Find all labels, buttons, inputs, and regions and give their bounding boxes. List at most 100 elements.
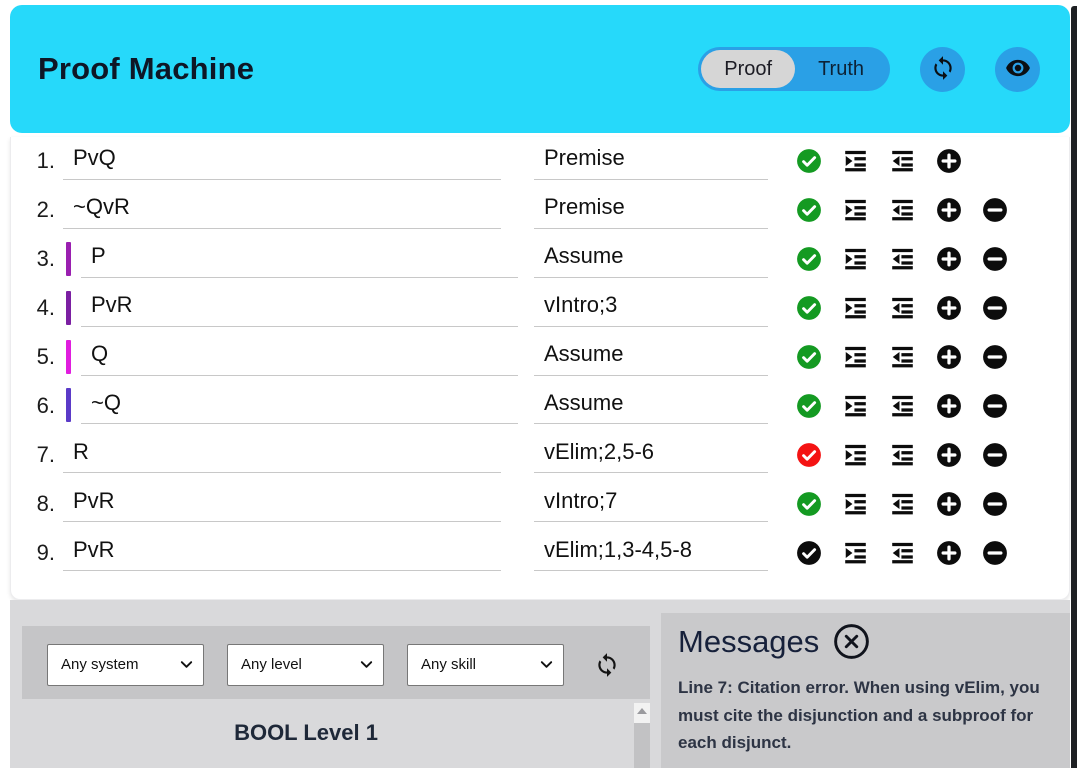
proof-truth-toggle[interactable]: Proof Truth <box>698 47 890 91</box>
formula-input[interactable] <box>81 338 518 376</box>
line-number: 4. <box>36 295 55 321</box>
line-number: 3. <box>36 246 55 272</box>
formula-input[interactable] <box>63 485 501 523</box>
proof-lines: 1. 2. 3. 4. <box>11 137 1069 577</box>
refresh-icon <box>930 55 956 84</box>
justification-input[interactable] <box>534 436 768 474</box>
formula-field <box>63 142 518 180</box>
formula-input[interactable] <box>63 436 501 474</box>
remove-line-button[interactable] <box>982 295 1008 321</box>
subproof-bar <box>66 241 71 276</box>
scrollbar-thumb[interactable] <box>634 723 650 768</box>
remove-line-button[interactable] <box>982 491 1008 517</box>
level-heading: BOOL Level 1 <box>234 720 378 745</box>
toggle-option-truth[interactable]: Truth <box>818 58 864 80</box>
formula-field <box>63 485 518 523</box>
outdent-button[interactable] <box>889 442 916 468</box>
outdent-button[interactable] <box>889 393 916 419</box>
messages-header: Messages <box>678 623 1048 660</box>
outdent-button[interactable] <box>889 295 916 321</box>
indent-button[interactable] <box>842 344 869 370</box>
remove-line-button[interactable] <box>982 344 1008 370</box>
add-line-button[interactable] <box>936 344 962 370</box>
messages-panel: Messages Line 7: Citation error. When us… <box>661 613 1070 768</box>
subproof-bar <box>66 290 71 325</box>
proof-line: 3. <box>11 235 1069 284</box>
line-number: 7. <box>36 441 55 467</box>
line-number: 6. <box>36 392 55 418</box>
formula-input[interactable] <box>63 534 501 572</box>
subproof-bar <box>66 339 71 374</box>
formula-input[interactable] <box>81 240 518 278</box>
formula-input[interactable] <box>81 289 518 327</box>
outdent-button[interactable] <box>889 197 916 223</box>
indent-button[interactable] <box>842 246 869 272</box>
formula-input[interactable] <box>63 142 501 180</box>
add-line-button[interactable] <box>936 295 962 321</box>
eye-icon <box>1005 55 1031 84</box>
remove-line-button[interactable] <box>982 197 1008 223</box>
justification-input[interactable] <box>534 534 768 572</box>
show-solution-button[interactable] <box>995 46 1040 92</box>
toggle-option-proof[interactable]: Proof <box>701 50 796 88</box>
formula-field <box>63 534 518 572</box>
levels-scrollbar[interactable] <box>634 703 650 768</box>
justification-input[interactable] <box>534 191 768 229</box>
status-check-icon <box>796 148 822 174</box>
indent-button[interactable] <box>842 295 869 321</box>
outdent-button[interactable] <box>889 491 916 517</box>
scroll-up-button[interactable] <box>634 703 650 719</box>
header-controls: Proof Truth <box>698 46 1040 92</box>
proof-panel: 1. 2. 3. 4. <box>10 137 1070 600</box>
outdent-button[interactable] <box>889 344 916 370</box>
add-line-button[interactable] <box>936 442 962 468</box>
indent-button[interactable] <box>842 393 869 419</box>
outdent-button[interactable] <box>889 148 916 174</box>
level-select[interactable]: Any level <box>227 643 384 686</box>
indent-button[interactable] <box>842 148 869 174</box>
proof-line: 6. <box>11 381 1069 430</box>
proof-line: 2. <box>11 186 1069 235</box>
remove-line-button[interactable] <box>982 246 1008 272</box>
proof-line: 8. <box>11 479 1069 528</box>
line-number: 8. <box>36 490 55 516</box>
indent-button[interactable] <box>842 491 869 517</box>
formula-field <box>63 387 518 425</box>
add-line-button[interactable] <box>936 393 962 419</box>
add-line-button[interactable] <box>936 491 962 517</box>
remove-line-button[interactable] <box>982 442 1008 468</box>
close-circle-icon <box>833 624 870 663</box>
formula-field <box>63 289 518 327</box>
remove-line-button[interactable] <box>982 540 1008 566</box>
add-line-button[interactable] <box>936 148 962 174</box>
close-messages-button[interactable] <box>833 623 870 660</box>
remove-line-button[interactable] <box>982 393 1008 419</box>
justification-input[interactable] <box>534 289 768 327</box>
status-check-icon <box>796 491 822 517</box>
line-number: 2. <box>36 197 55 223</box>
outdent-button[interactable] <box>889 246 916 272</box>
add-line-button[interactable] <box>936 540 962 566</box>
formula-field <box>63 240 518 278</box>
outdent-button[interactable] <box>889 540 916 566</box>
formula-input[interactable] <box>81 387 518 425</box>
add-line-button[interactable] <box>936 246 962 272</box>
add-line-button[interactable] <box>936 197 962 223</box>
proof-line: 4. <box>11 284 1069 333</box>
justification-input[interactable] <box>534 485 768 523</box>
indent-button[interactable] <box>842 442 869 468</box>
indent-button[interactable] <box>842 540 869 566</box>
app-header: Proof Machine Proof Truth <box>10 5 1070 133</box>
justification-input[interactable] <box>534 142 768 180</box>
justification-input[interactable] <box>534 338 768 376</box>
reload-levels-button[interactable] <box>594 652 620 678</box>
system-select[interactable]: Any system <box>47 643 204 686</box>
formula-input[interactable] <box>63 191 501 229</box>
justification-input[interactable] <box>534 387 768 425</box>
message-text: Line 7: Citation error. When using vElim… <box>678 678 1040 753</box>
justification-input[interactable] <box>534 240 768 278</box>
level-filter-toolbar: Any system Any level Any skill <box>22 626 650 699</box>
skill-select[interactable]: Any skill <box>407 643 564 686</box>
restart-proof-button[interactable] <box>920 46 965 92</box>
indent-button[interactable] <box>842 197 869 223</box>
